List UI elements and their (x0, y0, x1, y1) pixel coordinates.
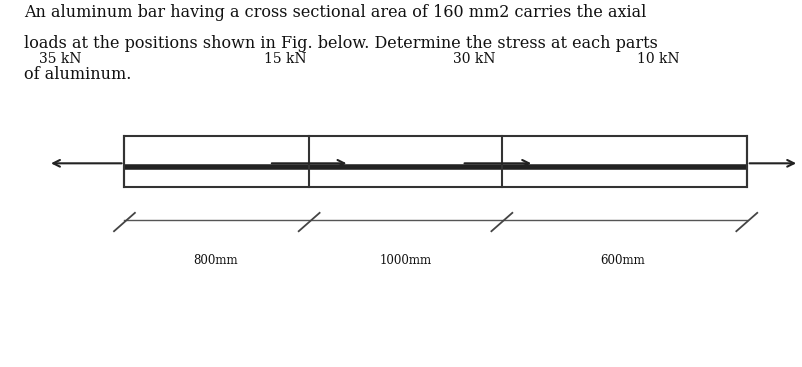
Bar (124, 136, 746, 187)
Text: 35 kN: 35 kN (39, 52, 81, 66)
Text: 600mm: 600mm (599, 254, 644, 267)
Text: 15 kN: 15 kN (263, 52, 306, 66)
Text: 10 kN: 10 kN (636, 52, 679, 66)
Text: 1000mm: 1000mm (379, 254, 431, 267)
Text: 30 kN: 30 kN (452, 52, 494, 66)
Text: An aluminum bar having a cross sectional area of 160 mm2 carries the axial
loads: An aluminum bar having a cross sectional… (24, 4, 657, 83)
Text: 800mm: 800mm (192, 254, 237, 267)
